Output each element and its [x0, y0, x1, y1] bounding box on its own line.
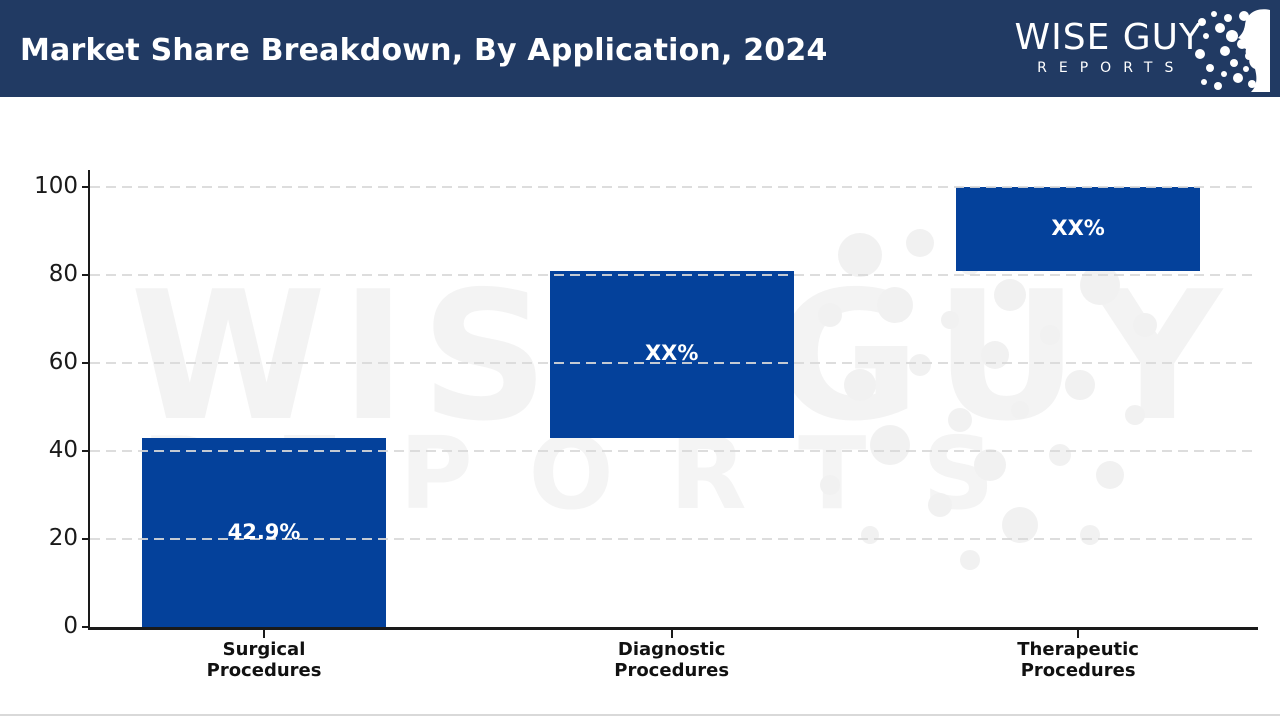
footer-divider-line [0, 714, 1280, 716]
y-axis-tick-label: 40 [48, 437, 78, 463]
y-axis-tick-40 [82, 450, 90, 452]
x-axis-tick-3 [1077, 630, 1080, 638]
gridline-20 [90, 538, 1258, 540]
x-axis-category-label: Surgical Procedures [206, 639, 322, 681]
bar-value-label: 42.9% [227, 519, 301, 544]
bar-segment-2 [549, 270, 794, 439]
gridline-60 [90, 362, 1258, 364]
y-axis-tick-label: 20 [48, 525, 78, 551]
y-axis-tick-100 [82, 186, 90, 188]
logo-brand-subtitle: REPORTS [1037, 60, 1186, 76]
x-axis-category-label: Diagnostic Procedures [614, 639, 730, 681]
y-axis-tick-0 [82, 626, 90, 628]
gridline-100 [90, 186, 1258, 188]
y-axis-tick-60 [82, 362, 90, 364]
bar-segment-1 [142, 438, 387, 627]
wise-guy-reports-logo: WISE GUY REPORTS [1015, 4, 1270, 94]
gridline-80 [90, 274, 1258, 276]
face-profile-icon [1195, 9, 1270, 92]
watermark-face-dots [818, 229, 1157, 570]
bar-segment-3 [956, 187, 1201, 271]
y-axis-tick-80 [82, 274, 90, 276]
y-axis-tick-label: 60 [48, 349, 78, 375]
logo-text: WISE GUY REPORTS [1014, 17, 1203, 77]
y-axis-line [88, 170, 90, 629]
page-title: Market Share Breakdown, By Application, … [20, 33, 828, 68]
x-axis-tick-1 [263, 630, 266, 638]
y-axis-tick-label: 0 [63, 613, 78, 639]
y-axis-tick-label: 80 [48, 261, 78, 287]
x-axis-line [88, 627, 1258, 630]
y-axis-tick-20 [82, 538, 90, 540]
logo-brand-name: WISE GUY [1014, 17, 1202, 58]
x-axis-category-label: Therapeutic Procedures [1017, 639, 1139, 681]
header-bar: Market Share Breakdown, By Application, … [0, 0, 1280, 97]
gridline-40 [90, 450, 1258, 452]
x-axis-tick-2 [670, 630, 673, 638]
bar-value-label: XX% [1051, 215, 1105, 240]
y-axis-tick-label: 100 [34, 173, 78, 199]
bar-value-label: XX% [644, 341, 699, 366]
